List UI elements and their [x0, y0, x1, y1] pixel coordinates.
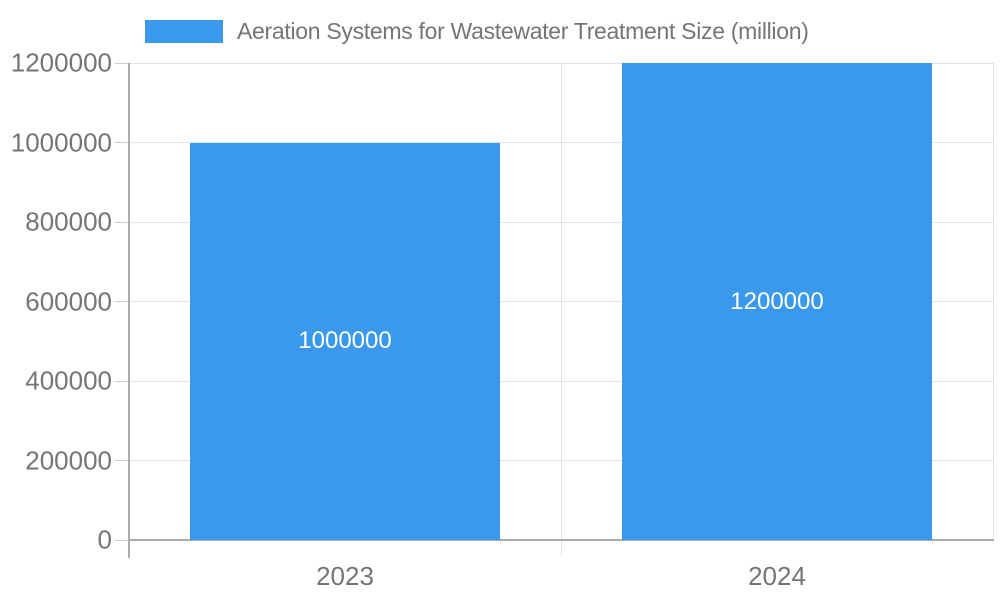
y-axis-tick [115, 460, 129, 461]
legend: Aeration Systems for Wastewater Treatmen… [145, 18, 809, 45]
x-axis-line [128, 539, 994, 541]
legend-label: Aeration Systems for Wastewater Treatmen… [237, 18, 809, 44]
y-axis-tick-label: 800000 [25, 206, 112, 237]
y-axis-tick [115, 142, 129, 143]
y-axis-tick [115, 62, 129, 64]
bar[interactable]: 1000000 [190, 142, 500, 540]
y-axis-tick-label: 1200000 [10, 47, 112, 78]
category-divider-gridline [560, 63, 562, 556]
y-axis-tick [115, 539, 129, 541]
y-axis-tick-label: 200000 [25, 445, 112, 475]
bar-value-label: 1000000 [298, 327, 392, 355]
plot-right-border [992, 63, 994, 540]
y-axis-tick [115, 301, 129, 302]
x-axis-label: 2023 [316, 561, 374, 591]
y-axis-tick-label: 1000000 [10, 127, 112, 157]
y-axis-tick-label: 400000 [25, 365, 112, 396]
bar[interactable]: 1200000 [622, 63, 932, 540]
y-axis-tick [115, 221, 129, 223]
bar-value-label: 1200000 [730, 287, 824, 315]
y-axis-tick-label: 0 [97, 524, 112, 555]
y-axis-line [128, 63, 130, 558]
x-axis-label: 2024 [748, 561, 806, 591]
y-axis-tick-label: 600000 [25, 286, 112, 316]
legend-swatch-icon [145, 20, 223, 43]
y-axis-tick [115, 380, 129, 382]
